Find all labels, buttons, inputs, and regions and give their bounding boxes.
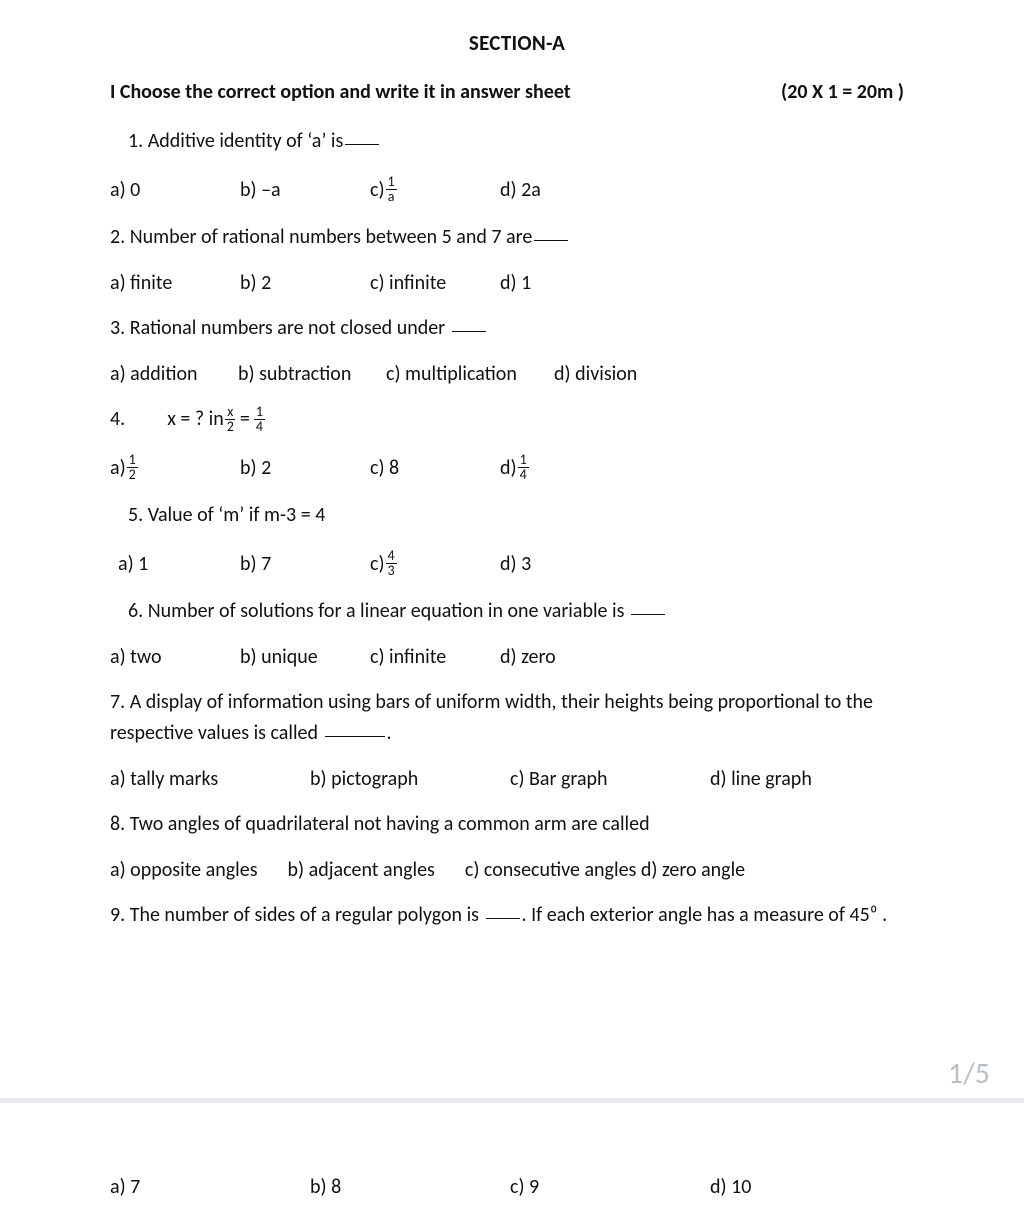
q3-opt-b[interactable]: b) subtraction — [238, 362, 368, 386]
q3-options: a) addition b) subtraction c) multiplica… — [110, 362, 924, 386]
question-6: 6. Number of solutions for a linear equa… — [110, 596, 924, 627]
fraction: x2 — [225, 405, 236, 434]
q2-opt-a[interactable]: a) finite — [110, 271, 240, 295]
q5-opt-c[interactable]: c) 43 — [370, 549, 500, 578]
q5-opt-d[interactable]: d) 3 — [500, 549, 630, 578]
q4-a-pre: a) — [110, 456, 126, 480]
q4-num: 4. — [110, 404, 125, 435]
q4-d-pre: d) — [500, 456, 517, 480]
blank — [325, 736, 385, 737]
q1-opt-c-pre: c) — [370, 178, 385, 202]
q9-opt-b[interactable]: b) 8 — [310, 1175, 510, 1199]
instruction-text: I Choose the correct option and write it… — [110, 80, 571, 104]
q7-text-post: . — [387, 721, 392, 745]
question-8: 8. Two angles of quadrilateral not havin… — [110, 809, 924, 840]
q9-options: a) 7 b) 8 c) 9 d) 10 — [110, 1175, 910, 1199]
q6-opt-c[interactable]: c) infinite — [370, 645, 500, 669]
q5-opt-b[interactable]: b) 7 — [240, 549, 370, 578]
fraction: 43 — [386, 549, 397, 578]
q1-text: 1. Additive identity of ‘a’ is — [110, 129, 343, 153]
blank — [631, 614, 665, 615]
blank — [345, 144, 379, 145]
q8-options: a) opposite angles b) adjacent angles c)… — [110, 858, 924, 882]
question-7: 7. A display of information using bars o… — [110, 687, 924, 749]
q9-opt-c[interactable]: c) 9 — [510, 1175, 710, 1199]
q4-options: a) 12 b) 2 c) 8 d) 14 — [110, 453, 924, 482]
q7-opt-c[interactable]: c) Bar graph — [510, 767, 710, 791]
q6-text: 6. Number of solutions for a linear equa… — [110, 599, 629, 623]
q4-opt-b[interactable]: b) 2 — [240, 453, 370, 482]
q6-options: a) two b) unique c) infinite d) zero — [110, 645, 924, 669]
question-4: 4. x = ? in x2 = 14 — [110, 404, 924, 435]
q3-text: 3. Rational numbers are not closed under — [110, 316, 450, 340]
q8-text: 8. Two angles of quadrilateral not havin… — [110, 812, 650, 836]
q7-opt-d[interactable]: d) line graph — [710, 767, 910, 791]
q6-opt-a[interactable]: a) two — [110, 645, 240, 669]
question-2: 2. Number of rational numbers between 5 … — [110, 222, 924, 253]
q4-equation: x = ? in x2 = 14 — [167, 404, 266, 435]
q3-opt-c[interactable]: c) multiplication — [386, 362, 536, 386]
fraction: 14 — [254, 405, 265, 434]
q6-opt-d[interactable]: d) zero — [500, 645, 630, 669]
question-5: 5. Value of ‘m’ if m-3 = 4 — [110, 500, 924, 531]
q6-opt-b[interactable]: b) unique — [240, 645, 370, 669]
q7-text-pre: 7. A display of information using bars o… — [110, 690, 873, 745]
q5-text: 5. Value of ‘m’ if m-3 = 4 — [110, 503, 325, 527]
question-3: 3. Rational numbers are not closed under — [110, 313, 924, 344]
q2-opt-b[interactable]: b) 2 — [240, 271, 370, 295]
q8-opt-b[interactable]: b) adjacent angles — [288, 858, 435, 882]
q5-options: a) 1 b) 7 c) 43 d) 3 — [110, 549, 924, 578]
q1-opt-a[interactable]: a) 0 — [110, 175, 240, 204]
q5-c-pre: c) — [370, 552, 385, 576]
q4-pre: x = ? in — [167, 404, 224, 435]
question-1: 1. Additive identity of ‘a’ is — [110, 126, 924, 157]
q3-opt-a[interactable]: a) addition — [110, 362, 220, 386]
page-indicator: 1/5 — [948, 1055, 990, 1092]
page-divider — [0, 1098, 1024, 1103]
fraction: 12 — [127, 453, 138, 482]
q2-opt-d[interactable]: d) 1 — [500, 271, 630, 295]
section-title: SECTION-A — [110, 30, 924, 56]
question-9: 9. The number of sides of a regular poly… — [110, 900, 924, 931]
instruction-row: I Choose the correct option and write it… — [110, 80, 924, 104]
q9-opt-d[interactable]: d) 10 — [710, 1175, 910, 1199]
q1-options: a) 0 b) –a c) 1a d) 2a — [110, 175, 924, 204]
q4-eq: = — [240, 404, 250, 435]
blank — [452, 331, 486, 332]
blank — [534, 240, 568, 241]
q9-text-post: . If each exterior angle has a measure o… — [522, 903, 888, 927]
q1-opt-c[interactable]: c) 1a — [370, 175, 500, 204]
exam-page: SECTION-A I Choose the correct option an… — [0, 0, 1024, 1225]
q5-opt-a[interactable]: a) 1 — [110, 549, 240, 578]
q7-opt-a[interactable]: a) tally marks — [110, 767, 310, 791]
q7-options: a) tally marks b) pictograph c) Bar grap… — [110, 767, 924, 791]
marks-text: (20 X 1 = 20m ) — [781, 80, 924, 104]
q7-opt-b[interactable]: b) pictograph — [310, 767, 510, 791]
q1-opt-d[interactable]: d) 2a — [500, 175, 630, 204]
q4-opt-c[interactable]: c) 8 — [370, 453, 500, 482]
q4-opt-a[interactable]: a) 12 — [110, 453, 240, 482]
q9-opt-a[interactable]: a) 7 — [110, 1175, 310, 1199]
q2-text: 2. Number of rational numbers between 5 … — [110, 225, 532, 249]
blank — [486, 918, 520, 919]
q9-text-pre: 9. The number of sides of a regular poly… — [110, 903, 484, 927]
fraction: 1a — [386, 175, 397, 204]
q2-options: a) finite b) 2 c) infinite d) 1 — [110, 271, 924, 295]
q4-opt-d[interactable]: d) 14 — [500, 453, 630, 482]
q1-opt-b[interactable]: b) –a — [240, 175, 370, 204]
q2-opt-c[interactable]: c) infinite — [370, 271, 500, 295]
q8-opt-a[interactable]: a) opposite angles — [110, 858, 258, 882]
q8-opt-cd[interactable]: c) consecutive angles d) zero angle — [465, 858, 745, 882]
fraction: 14 — [518, 453, 529, 482]
q3-opt-d[interactable]: d) division — [554, 362, 637, 386]
